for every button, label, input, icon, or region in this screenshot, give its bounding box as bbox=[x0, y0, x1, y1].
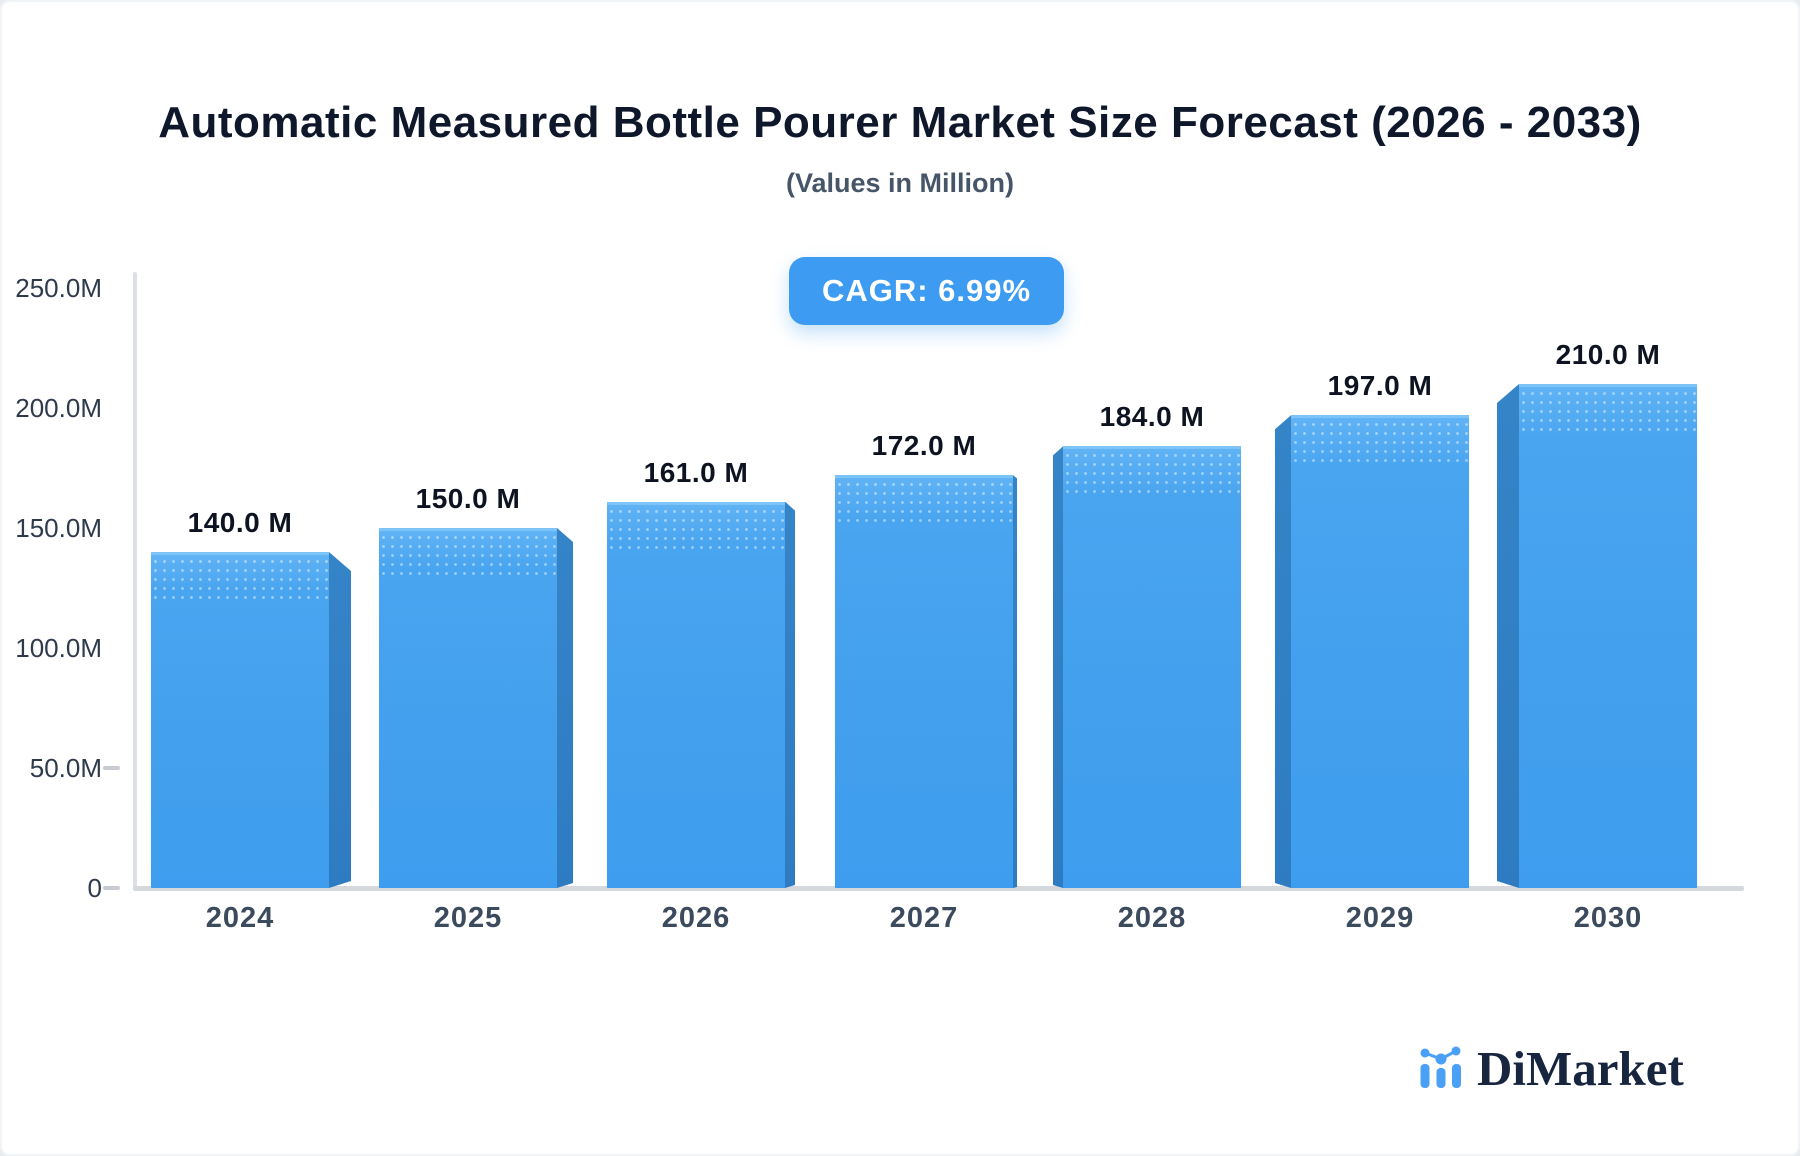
x-axis-label-2026: 2026 bbox=[661, 902, 731, 934]
x-axis-label-2028: 2028 bbox=[1117, 902, 1187, 934]
bar-top-texture bbox=[607, 506, 785, 553]
bar-value-label-2029: 197.0 M bbox=[1327, 370, 1433, 402]
bar-top-texture bbox=[151, 557, 329, 603]
bar-value-label-2025: 150.0 M bbox=[415, 483, 521, 514]
logo-text: DiMarket bbox=[1477, 1041, 1684, 1096]
bar-value-label-2027: 172.0 M bbox=[871, 430, 977, 462]
bar-top-texture bbox=[1291, 420, 1469, 467]
bar-2030[interactable] bbox=[1519, 384, 1697, 888]
y-axis-tick-label: 50.0M bbox=[29, 753, 102, 783]
cagr-badge: CAGR: 6.99% bbox=[789, 257, 1064, 325]
x-axis-label-2027: 2027 bbox=[889, 902, 959, 934]
bar-side-face-2027 bbox=[1013, 475, 1017, 888]
bar-side-face-2030 bbox=[1497, 384, 1519, 888]
bar-value-label-2028: 184.0 M bbox=[1099, 401, 1205, 433]
x-axis-line bbox=[133, 886, 1744, 891]
bar-top-texture bbox=[1519, 389, 1697, 435]
bar-side-face-2024 bbox=[329, 552, 351, 888]
chart-subtitle: (Values in Million) bbox=[785, 168, 1015, 198]
dimarket-logo: DiMarket bbox=[1418, 1042, 1684, 1093]
bar-value-label-2024: 140.0 M bbox=[187, 507, 293, 538]
bar-chart-logo-icon bbox=[1418, 1042, 1464, 1093]
x-axis-label-2029: 2029 bbox=[1345, 902, 1415, 934]
bar-side-face-2029 bbox=[1275, 415, 1291, 888]
y-axis-tick-label: 100.0M bbox=[15, 633, 102, 663]
bar-2024[interactable] bbox=[151, 552, 329, 888]
bar-2027[interactable] bbox=[835, 475, 1013, 888]
bar-side-face-2026 bbox=[785, 502, 795, 888]
bar-2028[interactable] bbox=[1063, 446, 1241, 888]
bar-value-label-2030: 210.0 M bbox=[1555, 339, 1661, 370]
x-axis-label-2024: 2024 bbox=[205, 902, 275, 934]
bar-2025[interactable] bbox=[379, 528, 557, 888]
x-axis-label-2025: 2025 bbox=[433, 902, 503, 934]
y-axis-tick-label: 0 bbox=[87, 873, 102, 903]
y-axis-line bbox=[133, 272, 137, 890]
y-axis-tick-label: 150.0M bbox=[15, 513, 102, 543]
bar-top-texture bbox=[835, 480, 1013, 527]
bar-2029[interactable] bbox=[1291, 415, 1469, 888]
bar-value-label-2026: 161.0 M bbox=[643, 456, 749, 488]
chart-title: Automatic Measured Bottle Pourer Market … bbox=[158, 98, 1642, 147]
bar-top-texture bbox=[1063, 451, 1241, 498]
bar-2026[interactable] bbox=[607, 501, 785, 888]
y-axis-tick-mark bbox=[103, 886, 120, 890]
bar-side-face-2025 bbox=[557, 528, 573, 888]
bar-side-face-2028 bbox=[1053, 446, 1063, 888]
x-axis-label-2030: 2030 bbox=[1573, 902, 1643, 934]
bar-top-texture bbox=[379, 533, 557, 579]
y-axis-tick-label: 200.0M bbox=[15, 393, 102, 423]
y-axis-tick-label: 250.0M bbox=[15, 273, 102, 303]
y-axis-tick-mark bbox=[103, 766, 120, 770]
